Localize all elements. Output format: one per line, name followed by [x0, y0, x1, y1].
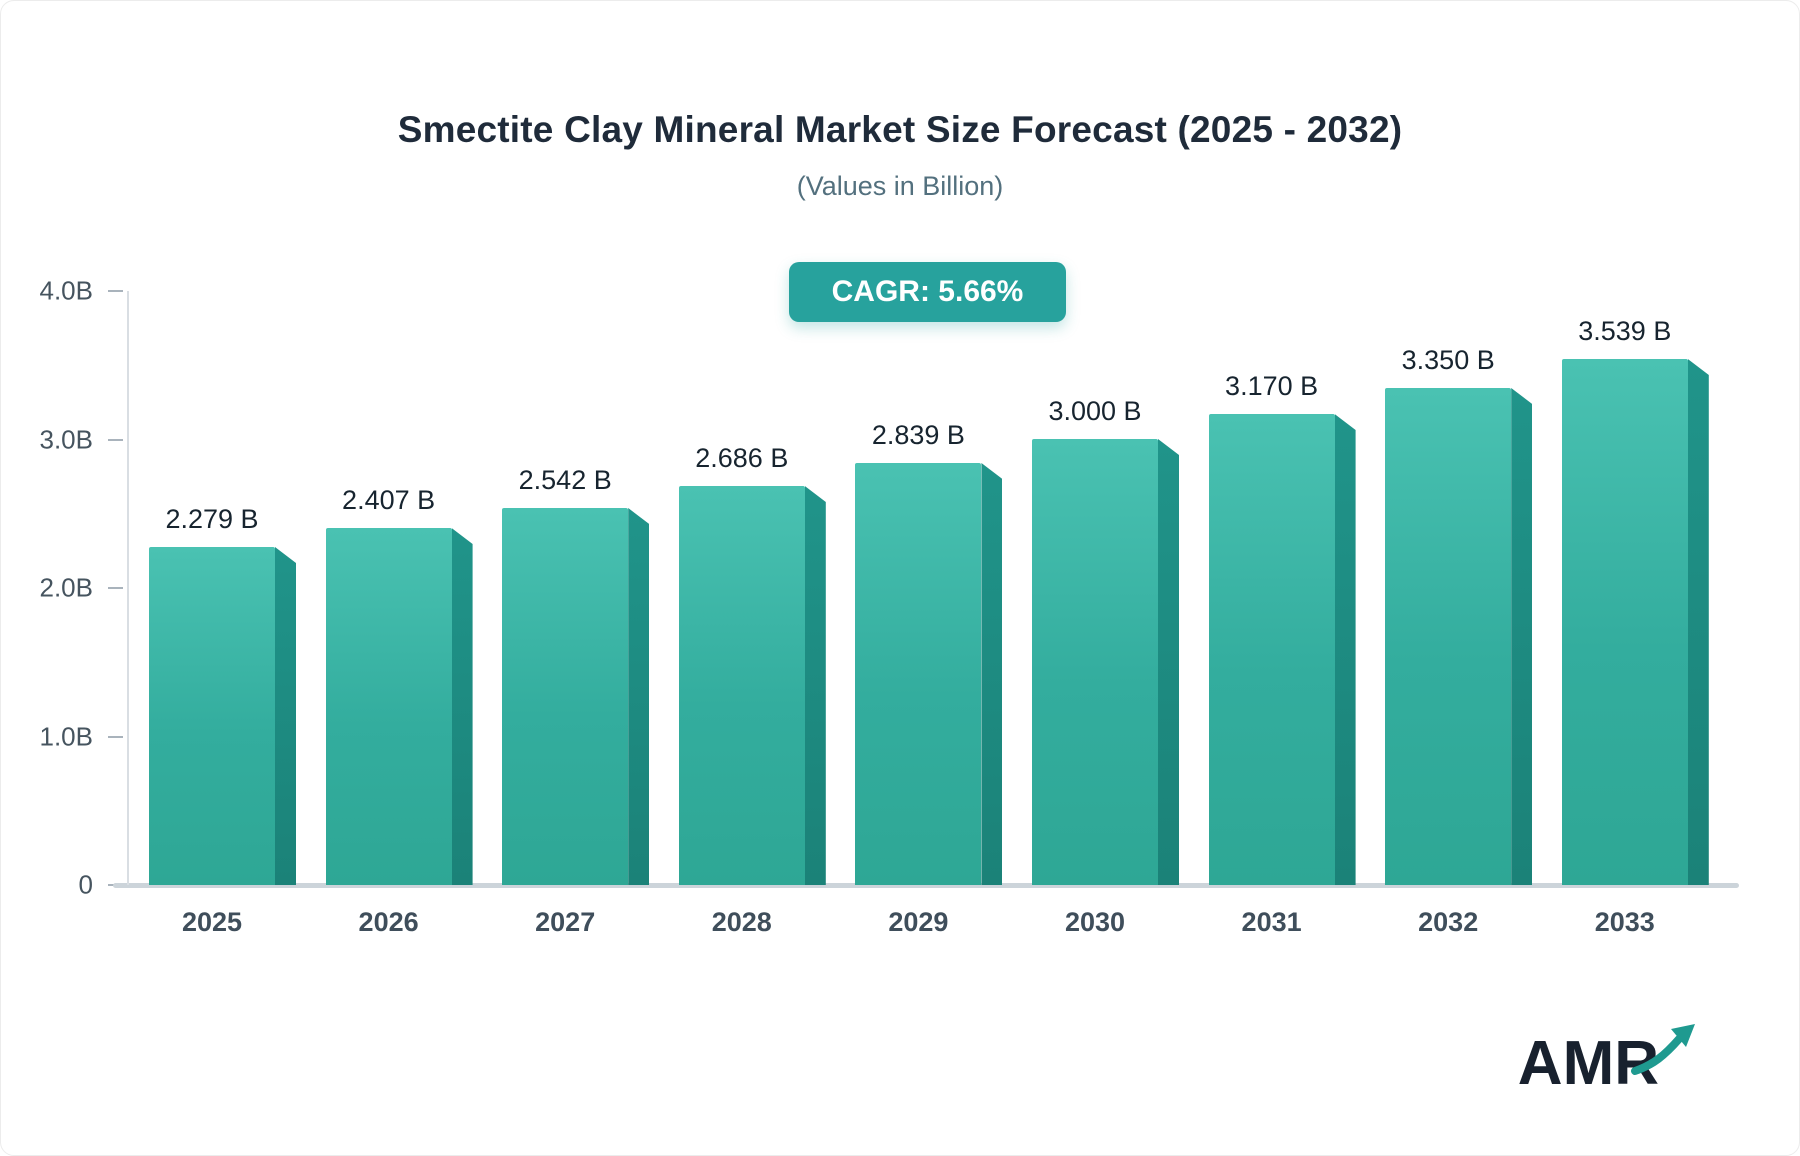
y-tick-label: 3.0B	[39, 424, 94, 454]
bar	[502, 508, 650, 885]
x-tick-label: 2030	[1064, 907, 1126, 937]
bar-face	[149, 547, 275, 885]
bar-value-label: 2.279 B	[165, 504, 259, 534]
bar-value-label: 2.839 B	[871, 420, 965, 450]
bar-side	[1334, 414, 1356, 885]
x-tick-label: 2032	[1418, 907, 1479, 937]
x-tick-label: 2025	[181, 907, 243, 937]
bar	[855, 463, 1003, 885]
bar-face	[1032, 439, 1158, 885]
plot-area: 2.279 B 2025 2.407 B 2026 2.542 B 2027 2.686 B…	[127, 291, 1734, 937]
x-tick-label: 2028	[711, 907, 772, 937]
bar	[325, 528, 473, 885]
x-axis-line	[113, 883, 1739, 888]
x-tick-label: 2031	[1241, 907, 1302, 937]
bar-face	[502, 508, 629, 885]
y-axis: 4.0B 3.0B 2.0B 1.0B 0	[1, 276, 127, 900]
bar-value-label: 3.539 B	[1578, 316, 1672, 346]
y-tick-label: 0	[78, 869, 93, 900]
chart-subtitle: (Values in Billion)	[796, 171, 1004, 201]
y-tick-label: 4.0B	[39, 275, 94, 306]
x-tick-label: 2033	[1594, 907, 1655, 937]
bar-side	[804, 486, 826, 885]
y-tick-label: 2.0B	[39, 572, 94, 603]
bar-value-label: 3.000 B	[1048, 396, 1142, 426]
bar-face	[855, 463, 982, 885]
bar-value-label: 2.542 B	[518, 465, 612, 495]
bar-side	[1158, 439, 1179, 885]
bar-face	[325, 528, 452, 885]
x-tick-label: 2029	[888, 907, 949, 937]
cagr-badge: CAGR: 5.66%	[789, 262, 1066, 322]
bar-side	[981, 463, 1003, 885]
bar	[1032, 439, 1179, 885]
bar-face	[1385, 388, 1512, 885]
y-tick-mark	[108, 735, 123, 738]
y-tick-label: 1.0B	[39, 721, 94, 751]
bar	[1208, 414, 1356, 885]
amr-logo: AMR	[1517, 1023, 1699, 1099]
y-tick-mark	[108, 290, 123, 292]
bar-face	[1561, 359, 1688, 885]
bar	[678, 486, 826, 885]
bar-side	[1511, 388, 1533, 885]
bar-side	[628, 508, 650, 885]
bar-value-label: 3.350 B	[1401, 345, 1495, 375]
chart-title: Smectite Clay Mineral Market Size Foreca…	[397, 109, 1403, 150]
y-tick-mark	[108, 587, 123, 589]
bar	[149, 547, 296, 885]
bar-face	[678, 486, 805, 885]
bar-side	[275, 547, 296, 885]
bar	[1561, 359, 1709, 885]
x-tick-label: 2026	[358, 907, 419, 937]
bar	[1385, 388, 1533, 885]
bar-side	[451, 528, 473, 885]
bar-side	[1687, 359, 1709, 885]
bar-value-label: 2.686 B	[695, 443, 789, 473]
bar-face	[1208, 414, 1335, 885]
x-tick-label: 2027	[535, 907, 596, 937]
logo-arrow-icon	[1631, 1023, 1695, 1075]
logo-text: AMR	[1517, 1029, 1659, 1098]
bar-value-label: 3.170 B	[1225, 371, 1319, 401]
y-tick-mark	[108, 438, 123, 441]
bar-value-label: 2.407 B	[342, 485, 436, 515]
